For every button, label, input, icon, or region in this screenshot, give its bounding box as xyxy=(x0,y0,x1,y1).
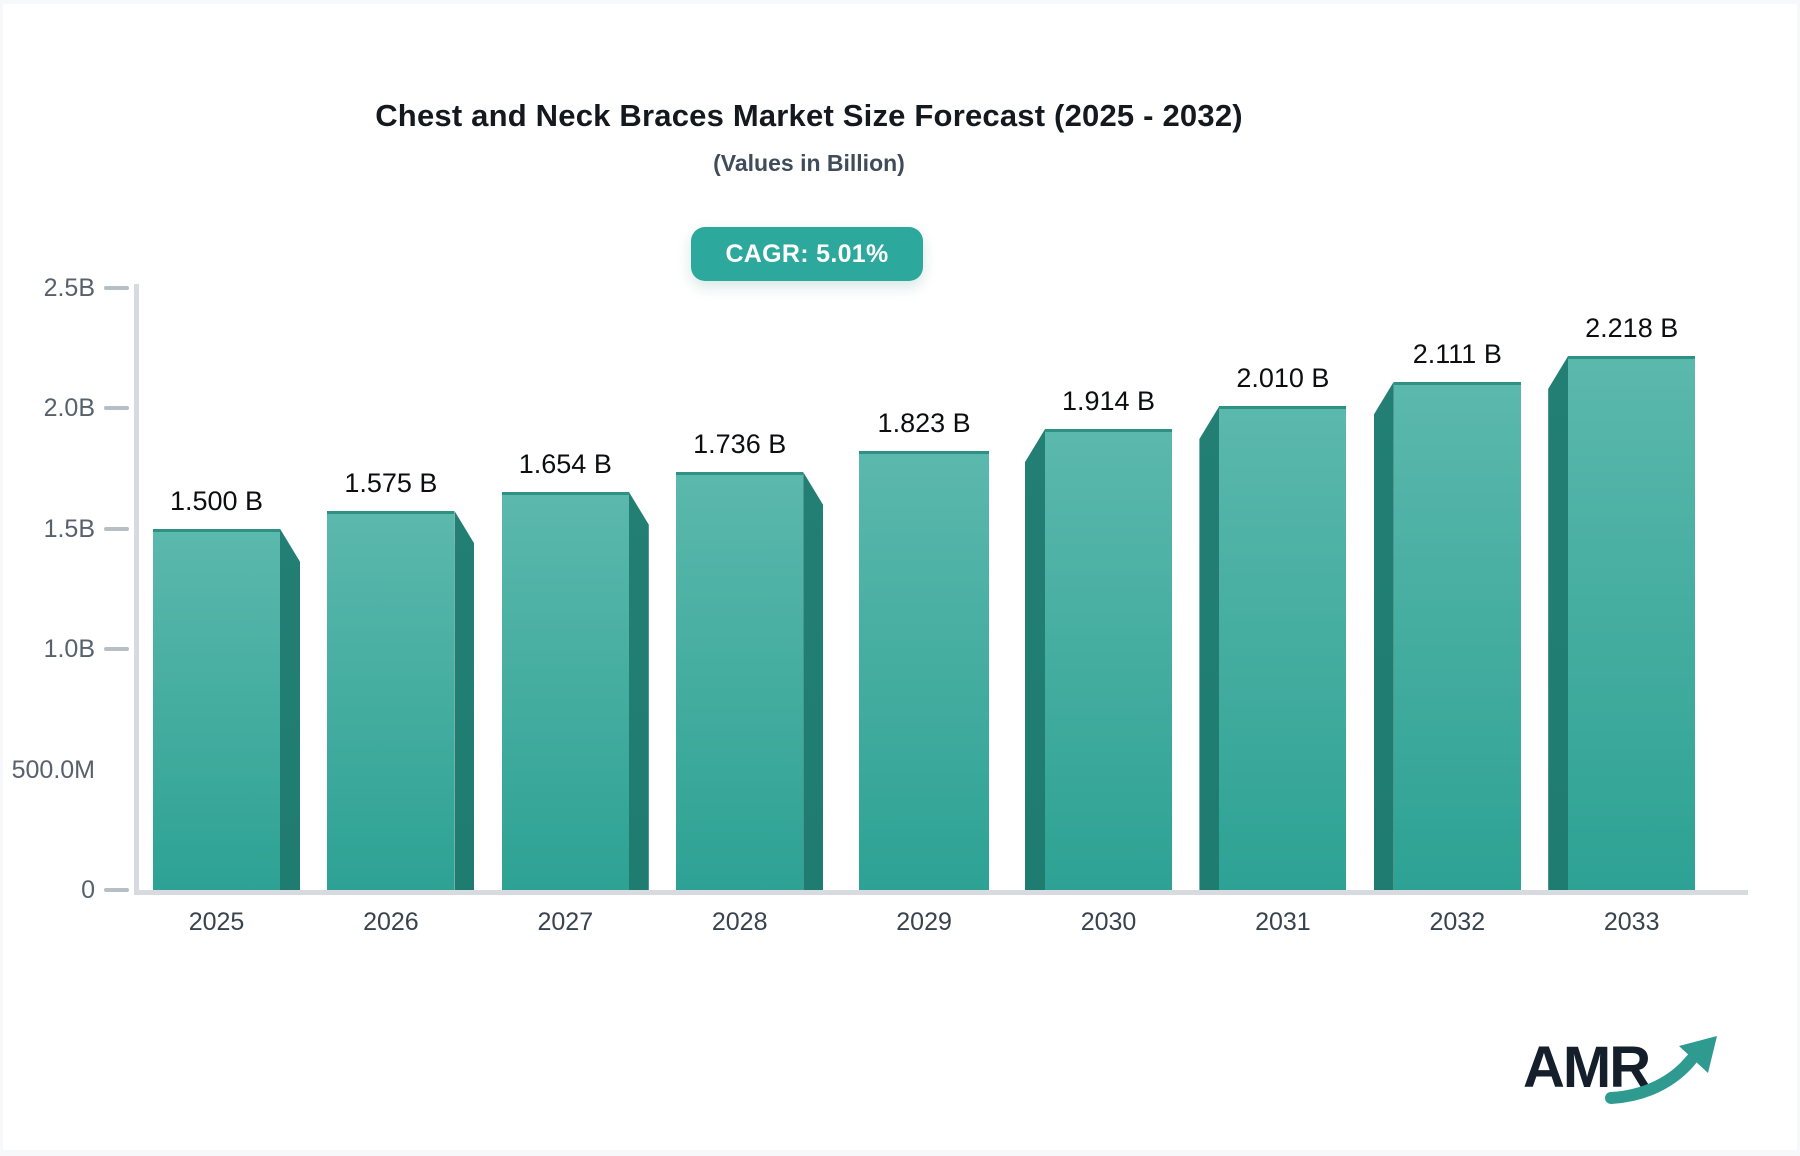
x-axis-label: 2028 xyxy=(711,908,768,936)
x-axis-label: 2025 xyxy=(188,908,245,936)
growth-arrow-icon xyxy=(1605,1036,1717,1104)
x-axis-label: 2027 xyxy=(537,908,594,936)
x-axis-label: 2029 xyxy=(896,908,952,936)
bar-2033[interactable]: 2.218 B xyxy=(1548,313,1696,890)
bar-value-label: 1.500 B xyxy=(169,485,264,516)
chart-subtitle: (Values in Billion) xyxy=(713,150,905,176)
y-tick-dash xyxy=(104,526,129,531)
bar-side-face xyxy=(1373,381,1394,890)
y-tick: 2.5B xyxy=(3,273,135,303)
bar-side-face xyxy=(803,471,824,890)
bar-side-face xyxy=(1199,405,1220,890)
bar-2031[interactable]: 2.010 B xyxy=(1199,363,1347,890)
bar-front-face xyxy=(1045,429,1172,890)
bar-2029[interactable]: 1.823 B xyxy=(851,408,998,890)
bar-2026[interactable]: 1.575 B xyxy=(327,468,475,890)
bar-value-label: 1.654 B xyxy=(518,448,612,479)
chart-title: Chest and Neck Braces Market Size Foreca… xyxy=(375,98,1243,133)
y-tick-dash xyxy=(104,286,129,290)
bar-front-face xyxy=(859,451,990,890)
bar-value-label: 1.914 B xyxy=(1061,386,1156,417)
x-axis-label: 2032 xyxy=(1429,908,1486,936)
y-tick-dash xyxy=(104,406,129,411)
x-axis-label: 2033 xyxy=(1603,908,1660,936)
x-axis-line xyxy=(134,890,1748,895)
bar-value-label: 1.823 B xyxy=(877,408,971,439)
cagr-badge: CAGR: 5.01% xyxy=(691,227,923,281)
y-tick-label: 1.0B xyxy=(43,635,95,664)
bar-side-face xyxy=(628,491,649,890)
x-axis-label: 2026 xyxy=(363,908,419,936)
y-tick: 0 xyxy=(3,875,135,905)
bar-value-label: 1.575 B xyxy=(344,467,438,498)
bar-side-face xyxy=(1548,355,1569,890)
amr-logo: AMR xyxy=(1523,1026,1723,1116)
y-tick-dash xyxy=(104,647,129,652)
y-tick: 500.0M xyxy=(3,755,135,785)
y-tick-label: 0 xyxy=(81,876,95,904)
bar-2028[interactable]: 1.736 B xyxy=(676,429,824,890)
y-tick-label: 2.5B xyxy=(43,274,95,302)
bar-2030[interactable]: 1.914 B xyxy=(1025,386,1172,890)
bar-2027[interactable]: 1.654 B xyxy=(501,449,649,890)
y-tick-label: 500.0M xyxy=(11,755,95,784)
bar-value-label: 2.218 B xyxy=(1585,312,1679,343)
y-axis-line xyxy=(134,284,139,895)
bar-front-face xyxy=(501,491,629,890)
bar-2025[interactable]: 1.500 B xyxy=(153,486,300,890)
y-tick-label: 1.5B xyxy=(43,514,95,543)
bar-side-face xyxy=(1025,429,1045,890)
bar-front-face xyxy=(1568,355,1696,890)
x-axis-label: 2031 xyxy=(1255,908,1311,936)
bar-front-face xyxy=(327,510,455,890)
bar-side-face xyxy=(280,528,300,890)
y-tick-label: 2.0B xyxy=(43,394,95,423)
y-tick: 1.5B xyxy=(3,514,135,544)
cagr-badge-label: CAGR: 5.01% xyxy=(725,239,889,268)
y-tick: 2.0B xyxy=(3,393,135,423)
bar-front-face xyxy=(1219,405,1347,890)
bar-side-face xyxy=(454,510,475,890)
bar-value-label: 2.111 B xyxy=(1412,338,1502,369)
x-axis-label: 2030 xyxy=(1080,908,1137,936)
amr-logo-text: AMR xyxy=(1523,1035,1651,1100)
bar-2032[interactable]: 2.111 B xyxy=(1373,339,1521,890)
bar-front-face xyxy=(676,471,804,890)
bar-front-face xyxy=(1393,381,1521,890)
bar-value-label: 1.736 B xyxy=(693,428,787,459)
y-tick-dash xyxy=(104,888,129,892)
y-tick: 1.0B xyxy=(3,634,135,664)
bar-value-label: 2.010 B xyxy=(1236,362,1330,393)
bar-front-face xyxy=(153,528,280,890)
chart-card: Chest and Neck Braces Market Size Foreca… xyxy=(3,4,1797,1150)
